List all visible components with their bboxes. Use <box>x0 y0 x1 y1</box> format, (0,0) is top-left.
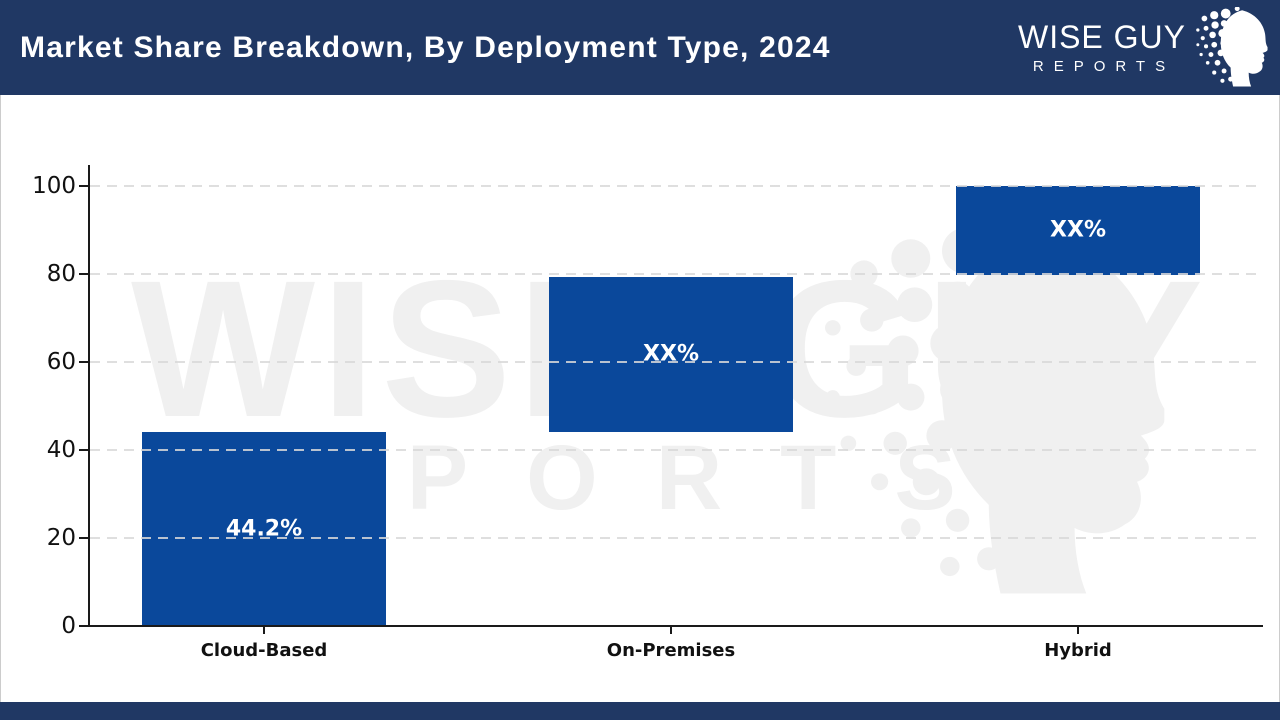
chart-canvas: WISE GUY REPORTS <box>0 95 1280 702</box>
logo-wordmark: WISE GUY <box>1017 19 1186 55</box>
logo-text: WISE GUY REPORTS <box>1018 21 1186 74</box>
wise-guy-logo: WISE GUY REPORTS <box>1018 6 1270 89</box>
watermark-head-icon <box>825 220 1165 594</box>
logo-head-icon <box>1196 6 1268 87</box>
footer-bar <box>0 702 1280 720</box>
logo-subtitle: REPORTS <box>1032 58 1176 75</box>
header-bar: Market Share Breakdown, By Deployment Ty… <box>0 0 1280 95</box>
chart-title: Market Share Breakdown, By Deployment Ty… <box>20 30 831 64</box>
